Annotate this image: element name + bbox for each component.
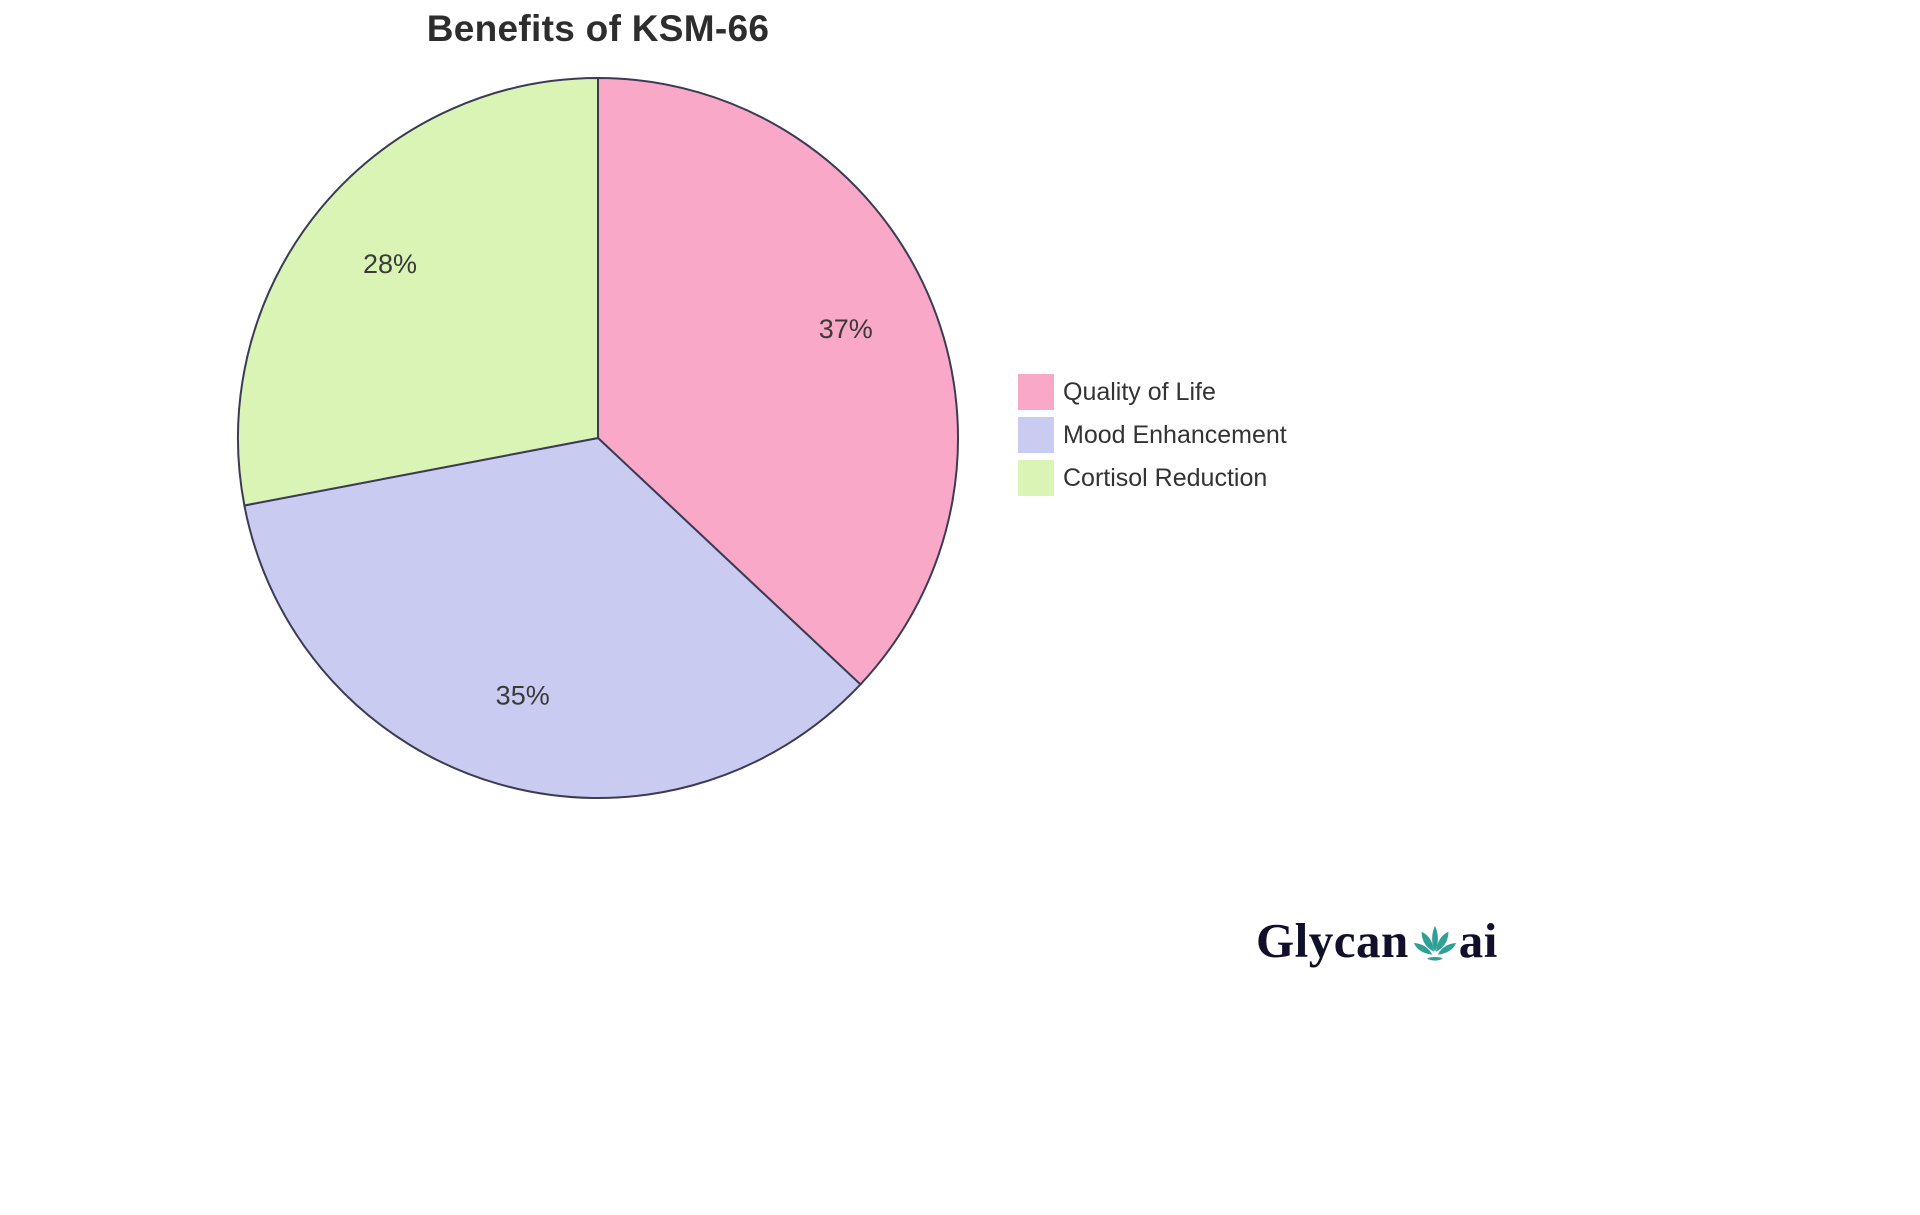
legend-item-mood-enhancement: Mood Enhancement [1018, 417, 1287, 453]
pie-percentage-label-mood-enhancement: 35% [496, 680, 550, 710]
legend-swatch-cortisol-reduction [1018, 460, 1054, 496]
legend-label-cortisol-reduction: Cortisol Reduction [1063, 463, 1268, 492]
legend-swatch-quality-of-life [1018, 374, 1054, 410]
pie-slice-quality-of-life [597, 77, 959, 686]
legend-label-mood-enhancement: Mood Enhancement [1063, 420, 1287, 449]
legend: Quality of Life Mood Enhancement Cortisol … [1018, 374, 1287, 503]
pie-percentage-label-quality-of-life: 37% [819, 314, 873, 344]
legend-label-quality-of-life: Quality of Life [1063, 377, 1216, 406]
legend-item-cortisol-reduction: Cortisol Reduction [1018, 460, 1287, 496]
pie-slice-mood-enhancement [243, 437, 862, 799]
pie-percentage-label-cortisol-reduction: 28% [363, 249, 417, 279]
lotus-icon [1413, 925, 1456, 961]
legend-swatch-mood-enhancement [1018, 417, 1054, 453]
pie-chart: 37% 35% 28% [237, 77, 959, 799]
logo-text-glycan: Glycan [1256, 913, 1409, 968]
logo-text-ai: ai [1458, 913, 1498, 968]
legend-item-quality-of-life: Quality of Life [1018, 374, 1287, 410]
chart-title: Benefits of KSM-66 [426, 8, 770, 49]
pie-slice-cortisol-reduction [237, 77, 599, 507]
logo: Glycan ai [1256, 912, 1498, 969]
